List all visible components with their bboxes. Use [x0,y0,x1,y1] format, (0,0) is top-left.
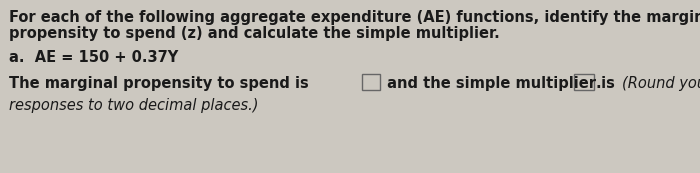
Text: responses to two decimal places.): responses to two decimal places.) [9,98,258,113]
Text: a.  AE = 150 + 0.37Y: a. AE = 150 + 0.37Y [9,50,178,65]
Text: (Round your: (Round your [622,76,700,91]
Text: .: . [596,76,612,91]
Text: and the simple multiplier is: and the simple multiplier is [382,76,620,91]
Text: propensity to spend (z) and calculate the simple multiplier.: propensity to spend (z) and calculate th… [9,26,500,41]
Text: The marginal propensity to spend is: The marginal propensity to spend is [9,76,314,91]
Text: For each of the following aggregate expenditure (AE) functions, identify the mar: For each of the following aggregate expe… [9,10,700,25]
